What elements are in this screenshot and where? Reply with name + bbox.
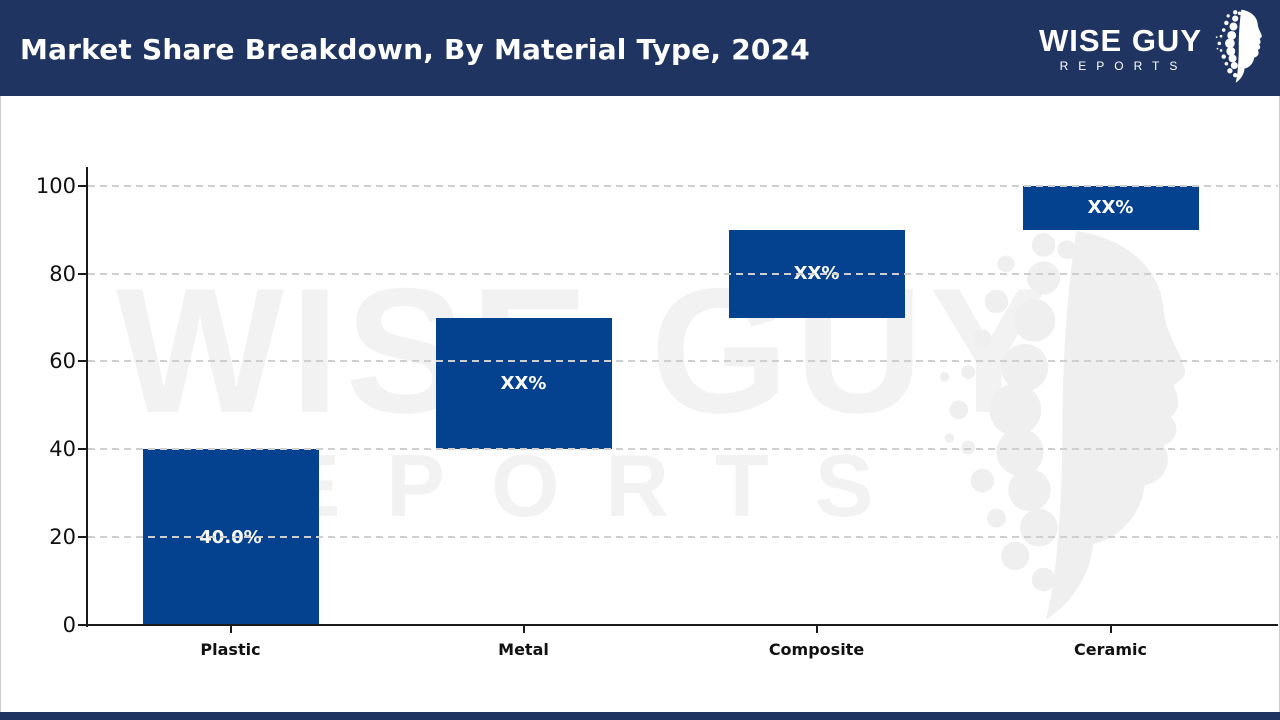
gridline-80 bbox=[88, 272, 1278, 275]
y-tick-mark bbox=[78, 184, 86, 187]
x-tick-mark bbox=[815, 626, 818, 633]
y-tick-mark bbox=[78, 624, 86, 626]
y-tick-mark bbox=[78, 536, 86, 539]
gridline-40 bbox=[88, 448, 1278, 451]
x-tick-label-plastic: Plastic bbox=[200, 640, 261, 659]
watermark-face-icon bbox=[888, 212, 1218, 640]
bar-value-label: XX% bbox=[500, 372, 547, 394]
x-tick-label-metal: Metal bbox=[498, 640, 549, 659]
y-tick-label: 20 bbox=[49, 525, 76, 550]
x-tick-label-ceramic: Ceramic bbox=[1074, 640, 1147, 659]
y-tick-mark bbox=[78, 360, 86, 363]
page-title: Market Share Breakdown, By Material Type… bbox=[20, 33, 810, 66]
x-tick-mark bbox=[1109, 626, 1112, 633]
y-tick-label: 100 bbox=[35, 173, 76, 198]
x-tick-mark bbox=[229, 626, 232, 633]
gridline-20 bbox=[88, 536, 1278, 539]
gridline-60 bbox=[88, 360, 1278, 363]
x-axis-spine bbox=[86, 624, 1278, 626]
dotted-face-icon bbox=[1206, 5, 1268, 91]
y-tick-label: 0 bbox=[62, 613, 76, 637]
y-tick-label: 40 bbox=[49, 437, 76, 462]
gridline-100 bbox=[88, 184, 1278, 187]
y-tick-mark bbox=[78, 448, 86, 451]
y-tick-mark bbox=[78, 272, 86, 275]
logo-wordmark: WISE GUY bbox=[1038, 22, 1202, 58]
bar-value-label: XX% bbox=[1087, 197, 1134, 219]
bar-metal: XX% bbox=[435, 317, 612, 450]
header-bar: Market Share Breakdown, By Material Type… bbox=[0, 0, 1280, 96]
logo-reports-label: REPORTS bbox=[1059, 58, 1188, 73]
x-tick-label-composite: Composite bbox=[768, 640, 865, 659]
y-tick-label: 80 bbox=[49, 261, 76, 286]
x-tick-mark bbox=[522, 626, 525, 633]
footer-bar bbox=[0, 712, 1280, 720]
brand-logo: WISE GUY REPORTS bbox=[1039, 5, 1268, 91]
y-axis-spine bbox=[86, 167, 88, 627]
bar-ceramic: XX% bbox=[1022, 185, 1199, 230]
y-tick-label: 60 bbox=[49, 349, 76, 374]
